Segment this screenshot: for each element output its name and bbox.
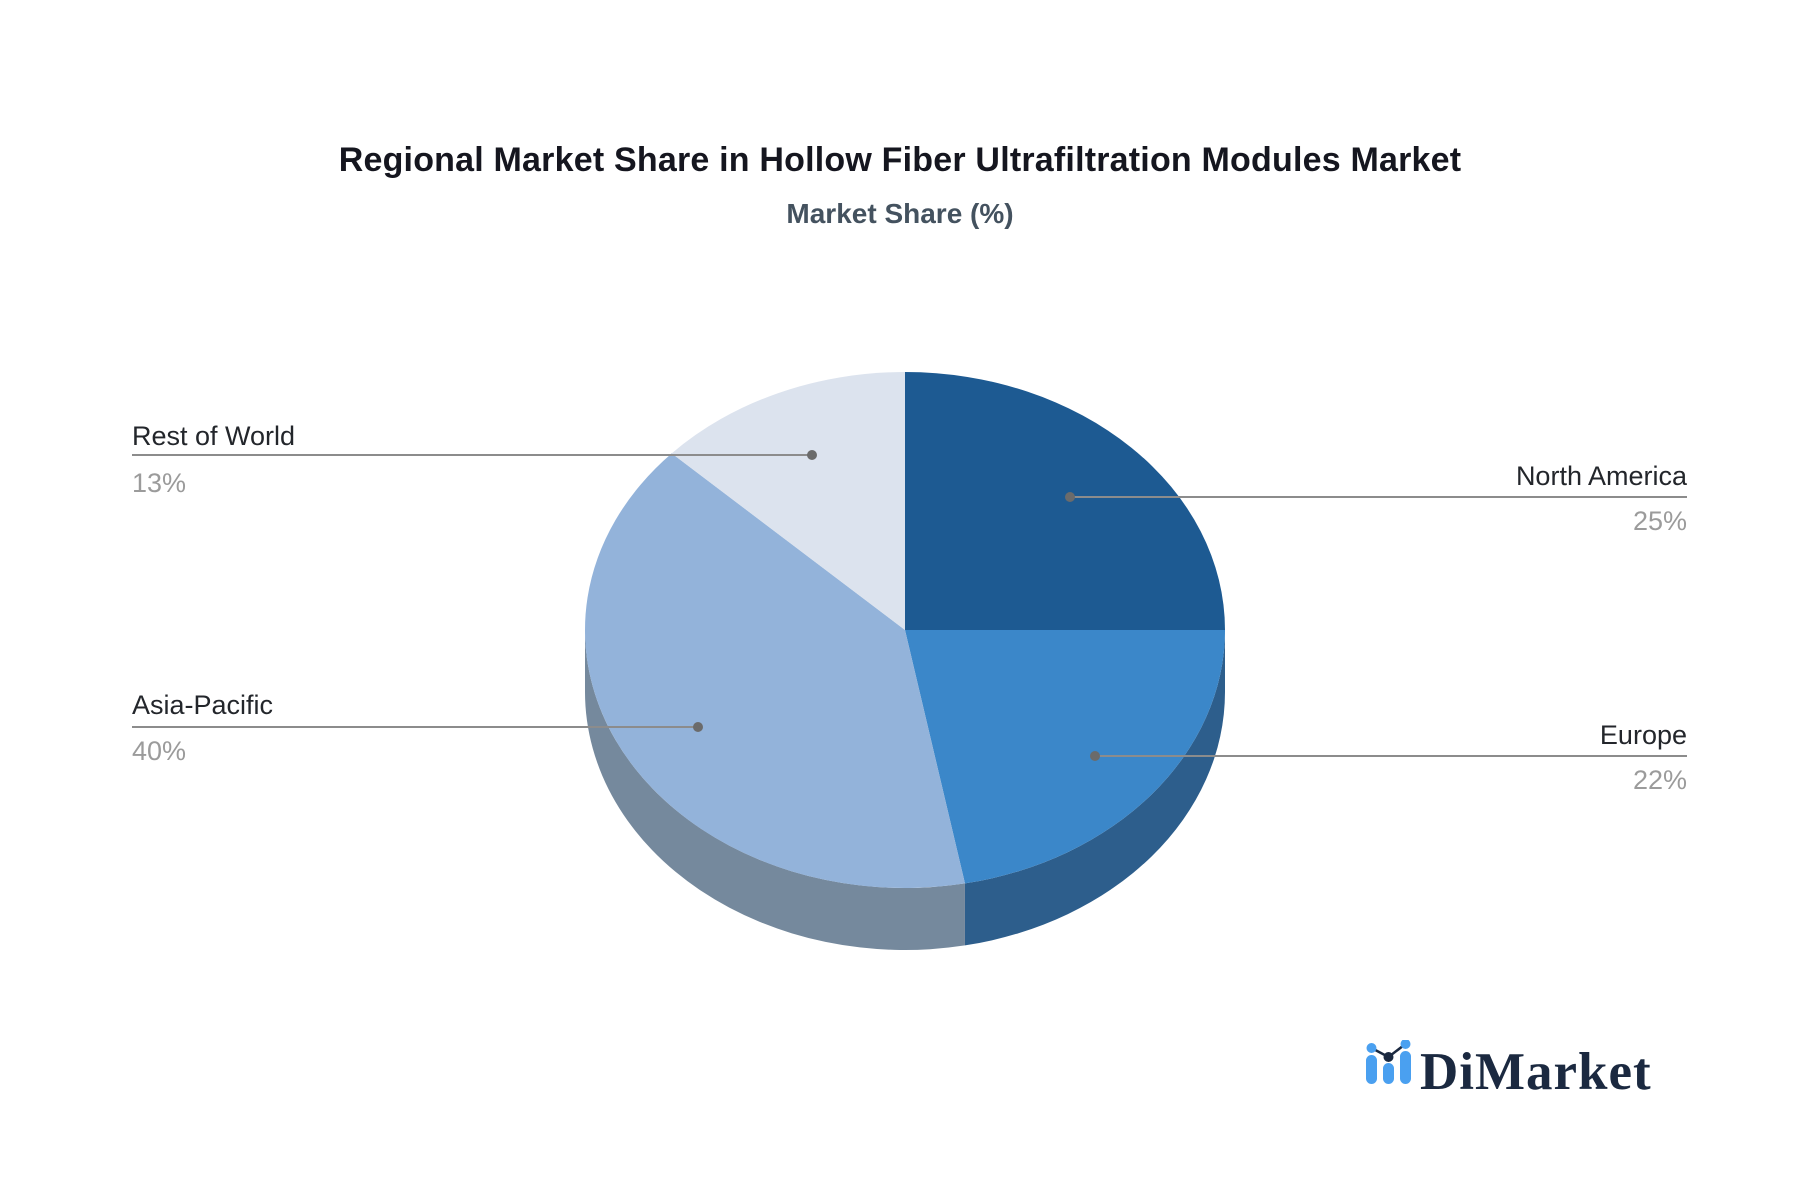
leader-dot-rest-of-world: [807, 450, 817, 460]
value-asia-pacific: 40%: [132, 736, 187, 766]
dimarket-logo-text: DiMarket: [1420, 1043, 1652, 1101]
value-europe: 22%: [1632, 765, 1687, 795]
pie-slice-europe[interactable]: [905, 630, 1225, 884]
label-rest-of-world: Rest of World: [132, 421, 296, 451]
label-europe: Europe: [1599, 720, 1687, 750]
value-rest-of-world: 13%: [132, 468, 187, 498]
pie-depth-europe: [964, 630, 1225, 946]
leader-dot-asia-pacific: [693, 722, 703, 732]
label-asia-pacific: Asia-Pacific: [132, 690, 274, 720]
label-north-america: North America: [1515, 461, 1687, 491]
leader-dot-north-america: [1065, 492, 1075, 502]
chart-title: Regional Market Share in Hollow Fiber Ul…: [338, 141, 1462, 179]
leader-dot-europe: [1090, 751, 1100, 761]
pie-depth-asia-pacific: [585, 630, 965, 950]
dimarket-logo: DiMarket: [1366, 1040, 1651, 1099]
pie-slice-north-america[interactable]: [905, 372, 1225, 630]
bar-line-chart-icon: [1366, 1040, 1411, 1084]
pie-slice-asia-pacific[interactable]: [585, 453, 965, 888]
pie-slice-rest-of-world[interactable]: [671, 372, 905, 630]
value-north-america: 25%: [1632, 506, 1687, 536]
pie-slices-group: [585, 372, 1225, 950]
chart-subtitle: Market Share (%): [786, 198, 1014, 229]
